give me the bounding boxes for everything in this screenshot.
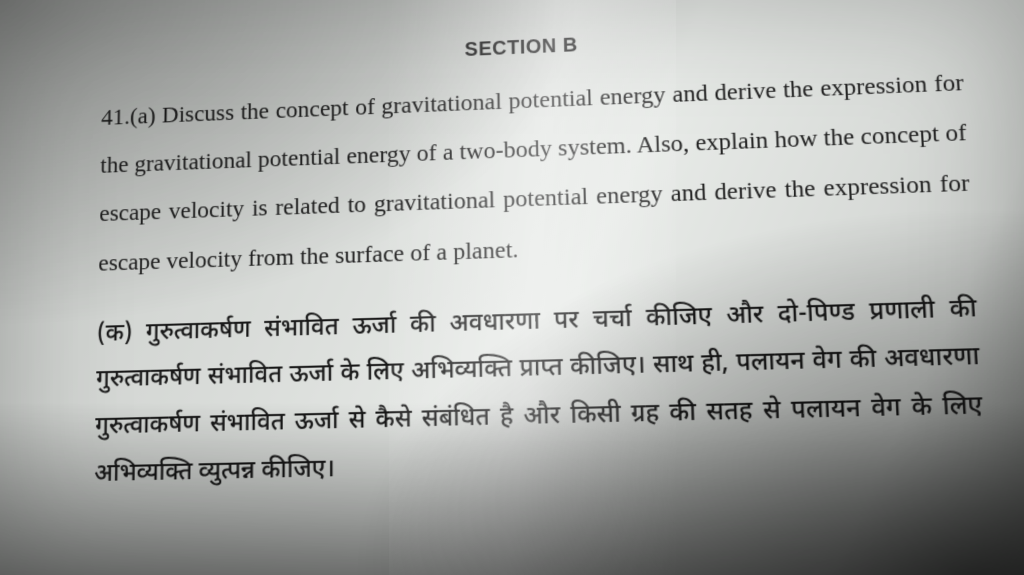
question-number: 41.(a) [101,103,156,130]
question-english: 41.(a) Discuss the concept of gravitatio… [98,59,974,289]
question-text-en: Discuss the concept of gravitational pot… [98,70,970,276]
question-text-hi: गुरुत्वाकर्षण संभावित ऊर्जा की अवधारणा प… [94,293,983,491]
question-label-hi: (क) [97,318,133,351]
question-hindi: (क) गुरुत्वाकर्षण संभावित ऊर्जा की अवधार… [94,286,987,498]
photographed-page: Dipika Sinh SECTION B 41.(a) Discuss the… [0,0,1024,575]
page-content: Dipika Sinh SECTION B 41.(a) Discuss the… [24,0,1024,542]
